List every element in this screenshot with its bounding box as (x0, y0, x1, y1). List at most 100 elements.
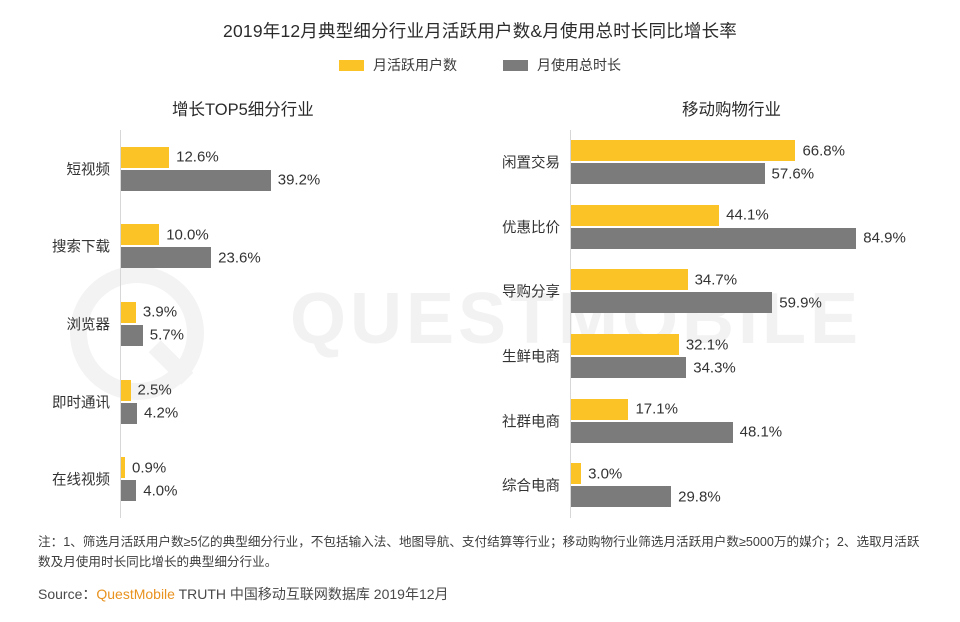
bar-value-label: 17.1% (635, 400, 678, 418)
bar-value-label: 4.2% (144, 404, 179, 422)
bar-duration[interactable]: 84.9% (571, 227, 906, 249)
bar-rect (121, 169, 271, 191)
bar-rect (121, 402, 138, 424)
chart-panel-left: 增长TOP5细分行业 短视频 12.6% 39.2% 搜索下载 10.0% 23.6% 浏览… (0, 96, 470, 526)
panel-title-left: 增长TOP5细分行业 (172, 101, 314, 119)
category-label: 短视频 (66, 162, 111, 179)
bar-rect (121, 224, 160, 246)
footnote-text: 注：1、筛选月活跃用户数≥5亿的典型细分行业，不包括输入法、地图导航、支付结算等… (38, 535, 920, 570)
bar-rect (571, 292, 773, 314)
bar-group: 导购分享 34.7% 59.9% (470, 259, 960, 324)
legend-label-mau: 月活跃用户数 (373, 57, 457, 73)
bar-value-label: 57.6% (771, 165, 815, 183)
bar-value-label: 59.9% (779, 294, 822, 312)
bar-value-label: 2.5% (137, 381, 172, 399)
bar-rect (571, 398, 629, 420)
bar-value-label: 48.1% (739, 423, 783, 441)
bar-duration[interactable]: 29.8% (571, 486, 721, 508)
page-title: 2019年12月典型细分行业月活跃用户数&月使用总时长同比增长率 (223, 21, 737, 41)
bar-mau[interactable]: 32.1% (571, 334, 728, 356)
legend-item-mau[interactable]: 月活跃用户数 (339, 55, 457, 75)
bar-group: 社群电商 17.1% 48.1% (470, 388, 960, 453)
category-label: 浏览器 (66, 317, 111, 334)
bar-value-label: 39.2% (277, 171, 321, 189)
bar-duration[interactable]: 39.2% (121, 169, 320, 191)
panel-title-right: 移动购物行业 (682, 101, 781, 119)
bar-rect (121, 379, 131, 401)
bar-mau[interactable]: 3.9% (121, 301, 177, 323)
bar-group: 搜索下载 10.0% 23.6% (0, 208, 470, 286)
category-label: 生鲜电商 (502, 349, 560, 366)
bar-value-label: 10.0% (166, 226, 209, 244)
bar-value-label: 84.9% (863, 229, 906, 247)
bar-value-label: 66.8% (802, 142, 845, 160)
bar-rect (571, 227, 857, 249)
bar-rect (571, 334, 679, 356)
bar-value-label: 4.0% (143, 482, 178, 500)
bar-rect (571, 204, 720, 226)
bar-group: 即时通讯 2.5% 4.2% (0, 363, 470, 441)
bar-duration[interactable]: 4.2% (121, 402, 178, 424)
bar-value-label: 3.0% (588, 465, 623, 483)
value-axis-left (120, 130, 121, 518)
bar-mau[interactable]: 44.1% (571, 204, 769, 226)
bar-duration[interactable]: 48.1% (571, 421, 782, 443)
bar-value-label: 34.3% (693, 359, 736, 377)
source-line: Source：QuestMobile TRUTH 中国移动互联网数据库 2019… (38, 584, 449, 604)
chart-legend: 月活跃用户数 月使用总时长 (0, 55, 960, 75)
bar-rect (121, 457, 125, 479)
bar-groups-left: 短视频 12.6% 39.2% 搜索下载 10.0% 23.6% 浏览器 3.9% 5.7% 即时… (0, 130, 470, 518)
bar-group: 闲置交易 66.8% 57.6% (470, 130, 960, 195)
bar-rect (121, 247, 212, 269)
bar-rect (121, 324, 143, 346)
bar-rect (121, 301, 136, 323)
bar-duration[interactable]: 57.6% (571, 163, 814, 185)
bar-mau[interactable]: 3.0% (571, 463, 622, 485)
category-label: 优惠比价 (502, 220, 560, 237)
bar-rect (571, 463, 582, 485)
bar-group: 短视频 12.6% 39.2% (0, 130, 470, 208)
legend-swatch-duration-icon (503, 59, 528, 71)
bar-group: 在线视频 0.9% 4.0% (0, 440, 470, 518)
bar-group: 优惠比价 44.1% 84.9% (470, 195, 960, 260)
bar-mau[interactable]: 34.7% (571, 269, 737, 291)
bar-value-label: 5.7% (149, 326, 184, 344)
bar-group: 生鲜电商 32.1% 34.3% (470, 324, 960, 389)
bar-mau[interactable]: 17.1% (571, 398, 678, 420)
bar-duration[interactable]: 59.9% (571, 292, 822, 314)
bar-value-label: 12.6% (176, 148, 219, 166)
bar-rect (571, 421, 733, 443)
bar-mau[interactable]: 12.6% (121, 146, 219, 168)
legend-label-duration: 月使用总时长 (537, 57, 621, 73)
bar-duration[interactable]: 5.7% (121, 324, 184, 346)
bar-value-label: 0.9% (132, 459, 167, 477)
legend-swatch-mau-icon (339, 59, 364, 71)
bar-mau[interactable]: 2.5% (121, 379, 172, 401)
bar-rect (571, 357, 687, 379)
bar-group: 浏览器 3.9% 5.7% (0, 285, 470, 363)
bar-rect (571, 163, 765, 185)
category-label: 搜索下载 (52, 239, 110, 256)
bar-mau[interactable]: 66.8% (571, 140, 845, 162)
bar-value-label: 44.1% (726, 206, 769, 224)
bar-value-label: 23.6% (218, 249, 261, 267)
bar-mau[interactable]: 10.0% (121, 224, 209, 246)
source-brand: QuestMobile (96, 586, 175, 602)
category-label: 闲置交易 (502, 155, 560, 172)
value-axis-right (570, 130, 571, 518)
bar-mau[interactable]: 0.9% (121, 457, 166, 479)
category-label: 社群电商 (502, 414, 560, 431)
bar-rect (571, 486, 672, 508)
legend-item-duration[interactable]: 月使用总时长 (503, 55, 621, 75)
bar-rect (121, 146, 170, 168)
bar-duration[interactable]: 23.6% (121, 247, 261, 269)
bar-duration[interactable]: 4.0% (121, 480, 177, 502)
bar-value-label: 32.1% (685, 336, 729, 354)
source-prefix: Source： (38, 586, 97, 602)
source-suffix: TRUTH 中国移动互联网数据库 2019年12月 (174, 586, 449, 602)
bar-value-label: 3.9% (142, 303, 178, 321)
category-label: 即时通讯 (52, 395, 110, 412)
category-label: 综合电商 (502, 478, 560, 495)
bar-duration[interactable]: 34.3% (571, 357, 736, 379)
